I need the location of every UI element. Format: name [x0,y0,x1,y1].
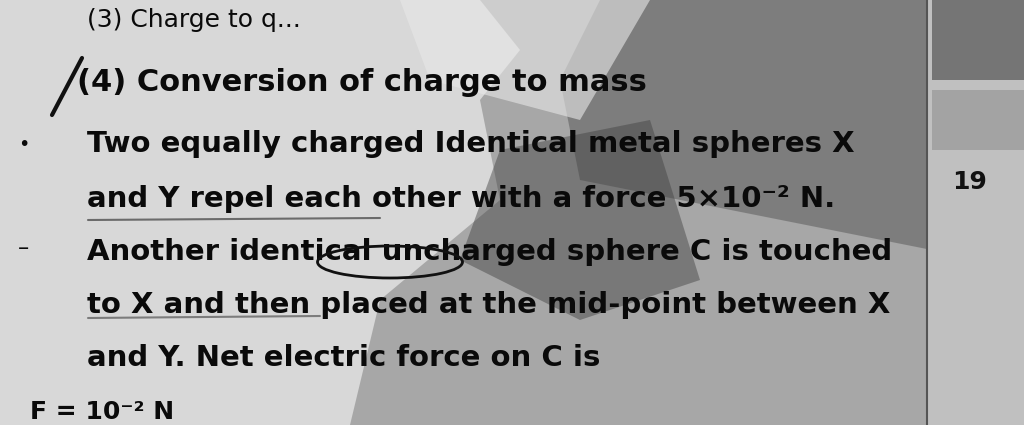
Text: to X and then placed at the mid-point between X: to X and then placed at the mid-point be… [87,291,891,319]
Polygon shape [560,0,932,250]
Text: (3) Charge to q...: (3) Charge to q... [87,8,301,32]
Polygon shape [350,0,932,425]
Text: F = 10⁻² N: F = 10⁻² N [30,400,174,424]
Bar [927,0,1024,425]
Text: •: • [18,135,30,154]
Text: Another identical uncharged sphere C is touched: Another identical uncharged sphere C is … [87,238,892,266]
Bar [932,0,1024,80]
Text: –: – [18,238,30,258]
Polygon shape [460,120,700,320]
Text: and Y repel each other with a force 5×10⁻² N.: and Y repel each other with a force 5×10… [87,185,836,213]
Bar [932,90,1024,150]
Text: 19: 19 [952,170,987,194]
Text: Two equally charged Identical metal spheres X: Two equally charged Identical metal sphe… [87,130,855,158]
Polygon shape [400,0,650,120]
Text: and Y. Net electric force on C is: and Y. Net electric force on C is [87,344,600,372]
Text: (4) Conversion of charge to mass: (4) Conversion of charge to mass [77,68,647,97]
